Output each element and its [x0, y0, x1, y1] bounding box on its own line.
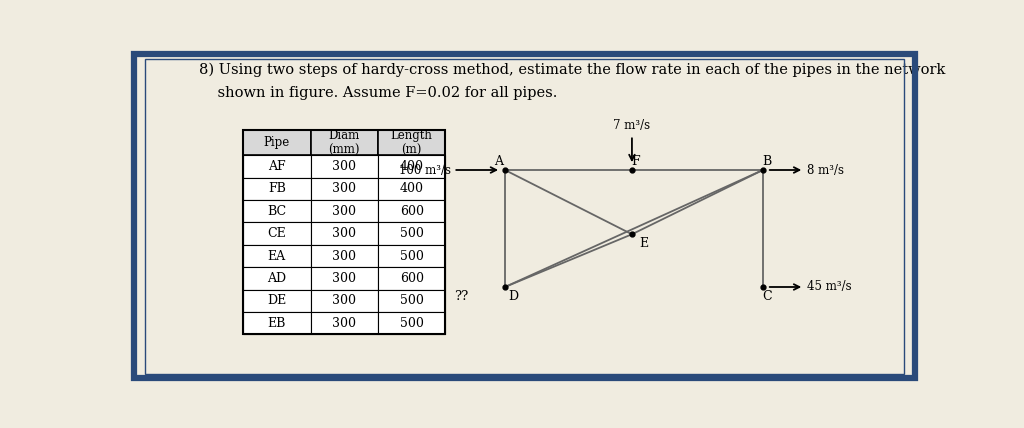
Bar [378, 155, 445, 178]
Text: 300: 300 [332, 317, 356, 330]
Bar [243, 267, 310, 290]
Text: 100 m³/s: 100 m³/s [399, 163, 451, 176]
Text: DE: DE [267, 294, 287, 307]
Bar [310, 178, 378, 200]
Text: 300: 300 [332, 250, 356, 262]
Bar [310, 131, 378, 155]
Bar [310, 155, 378, 178]
Bar [243, 178, 310, 200]
Bar [243, 131, 445, 334]
Bar [243, 312, 310, 334]
Text: CE: CE [267, 227, 286, 240]
Bar [243, 245, 310, 267]
Bar [243, 200, 310, 223]
Bar [310, 223, 378, 245]
Text: C: C [762, 290, 772, 303]
Text: F: F [632, 155, 640, 168]
Text: 400: 400 [399, 160, 424, 173]
Text: 300: 300 [332, 294, 356, 307]
Text: 500: 500 [399, 227, 424, 240]
Text: B: B [762, 155, 771, 168]
Bar [310, 267, 378, 290]
Text: BC: BC [267, 205, 287, 218]
Text: 300: 300 [332, 205, 356, 218]
Text: EB: EB [267, 317, 286, 330]
Bar [243, 131, 310, 155]
Text: 500: 500 [399, 250, 424, 262]
Bar [310, 290, 378, 312]
Text: Diam
(mm): Diam (mm) [329, 129, 360, 157]
Bar [378, 267, 445, 290]
Text: 500: 500 [399, 317, 424, 330]
Bar [378, 245, 445, 267]
Text: A: A [495, 155, 503, 168]
Bar [378, 290, 445, 312]
Text: EA: EA [267, 250, 286, 262]
Text: 400: 400 [399, 182, 424, 195]
Text: 600: 600 [399, 272, 424, 285]
Bar [378, 131, 445, 155]
Text: 300: 300 [332, 182, 356, 195]
Text: E: E [639, 237, 648, 250]
Bar [243, 290, 310, 312]
Text: Length
(m): Length (m) [391, 129, 433, 157]
Bar [243, 223, 310, 245]
Text: 45 m³/s: 45 m³/s [807, 280, 851, 294]
Text: 300: 300 [332, 160, 356, 173]
Bar [378, 223, 445, 245]
Text: 500: 500 [399, 294, 424, 307]
Bar [378, 312, 445, 334]
Text: AF: AF [268, 160, 286, 173]
Text: 600: 600 [399, 205, 424, 218]
Text: 8) Using two steps of hardy-cross method, estimate the flow rate in each of the : 8) Using two steps of hardy-cross method… [200, 63, 946, 77]
Text: Pipe: Pipe [263, 136, 290, 149]
Text: AD: AD [267, 272, 287, 285]
Bar [310, 245, 378, 267]
Text: D: D [508, 290, 518, 303]
Text: 300: 300 [332, 272, 356, 285]
Text: 7 m³/s: 7 m³/s [613, 119, 650, 132]
Text: 8 m³/s: 8 m³/s [807, 163, 844, 176]
Bar [378, 178, 445, 200]
Bar [243, 131, 445, 334]
Bar [378, 200, 445, 223]
Bar [243, 155, 310, 178]
Text: shown in figure. Assume F=0.02 for all pipes.: shown in figure. Assume F=0.02 for all p… [200, 86, 558, 100]
Text: ??: ?? [455, 290, 468, 303]
Text: 300: 300 [332, 227, 356, 240]
Text: FB: FB [268, 182, 286, 195]
Bar [310, 312, 378, 334]
Bar [310, 200, 378, 223]
